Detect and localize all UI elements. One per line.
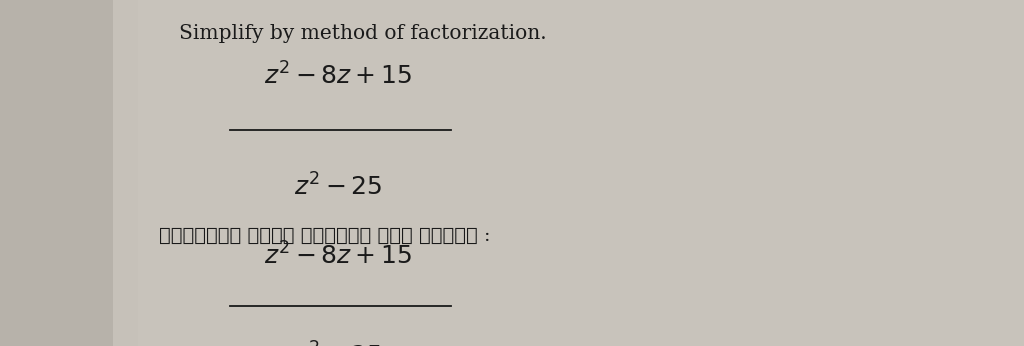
Bar: [0, 0, 113, 346]
Bar: [113, 0, 138, 346]
Text: Simplify by method of factorization.: Simplify by method of factorization.: [179, 24, 547, 43]
Text: $z^2 - 8z + 15$: $z^2 - 8z + 15$: [264, 63, 412, 90]
Text: $z^2 - 25$: $z^2 - 25$: [294, 343, 382, 346]
Text: $z^2 - 25$: $z^2 - 25$: [294, 173, 382, 200]
Text: गुणनखंड विधि द्वारा सरल कीजिए :: गुणनखंड विधि द्वारा सरल कीजिए :: [159, 227, 490, 245]
Text: $z^2 - 8z + 15$: $z^2 - 8z + 15$: [264, 243, 412, 270]
